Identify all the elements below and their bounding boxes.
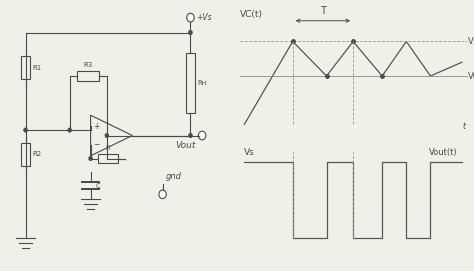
Text: Vout(t): Vout(t) bbox=[428, 148, 457, 157]
Text: V0: V0 bbox=[468, 72, 474, 80]
Text: t: t bbox=[463, 121, 466, 131]
Circle shape bbox=[89, 156, 92, 161]
FancyBboxPatch shape bbox=[186, 53, 195, 113]
Circle shape bbox=[189, 30, 192, 35]
Circle shape bbox=[198, 131, 206, 140]
Circle shape bbox=[189, 133, 192, 138]
Text: R1: R1 bbox=[32, 65, 41, 71]
Circle shape bbox=[24, 128, 27, 132]
Polygon shape bbox=[91, 115, 132, 156]
Circle shape bbox=[105, 133, 109, 138]
Text: R3: R3 bbox=[83, 62, 93, 68]
Text: T: T bbox=[320, 6, 326, 16]
Text: C: C bbox=[96, 183, 100, 189]
Circle shape bbox=[159, 190, 166, 199]
Text: V1: V1 bbox=[468, 37, 474, 46]
Text: +Vs: +Vs bbox=[196, 13, 212, 22]
FancyBboxPatch shape bbox=[21, 143, 30, 166]
FancyBboxPatch shape bbox=[98, 154, 118, 163]
FancyBboxPatch shape bbox=[21, 56, 30, 79]
Text: R2: R2 bbox=[32, 151, 41, 157]
Text: VC(t): VC(t) bbox=[239, 10, 263, 19]
Text: gnd: gnd bbox=[166, 172, 182, 181]
Circle shape bbox=[187, 13, 194, 22]
Text: R: R bbox=[106, 145, 110, 151]
Text: +: + bbox=[93, 122, 100, 131]
Text: Rн: Rн bbox=[197, 80, 206, 86]
Text: Vs: Vs bbox=[245, 148, 255, 157]
Circle shape bbox=[68, 128, 72, 132]
Text: Vout: Vout bbox=[176, 141, 196, 150]
Text: −: − bbox=[93, 140, 100, 149]
FancyBboxPatch shape bbox=[77, 71, 100, 81]
